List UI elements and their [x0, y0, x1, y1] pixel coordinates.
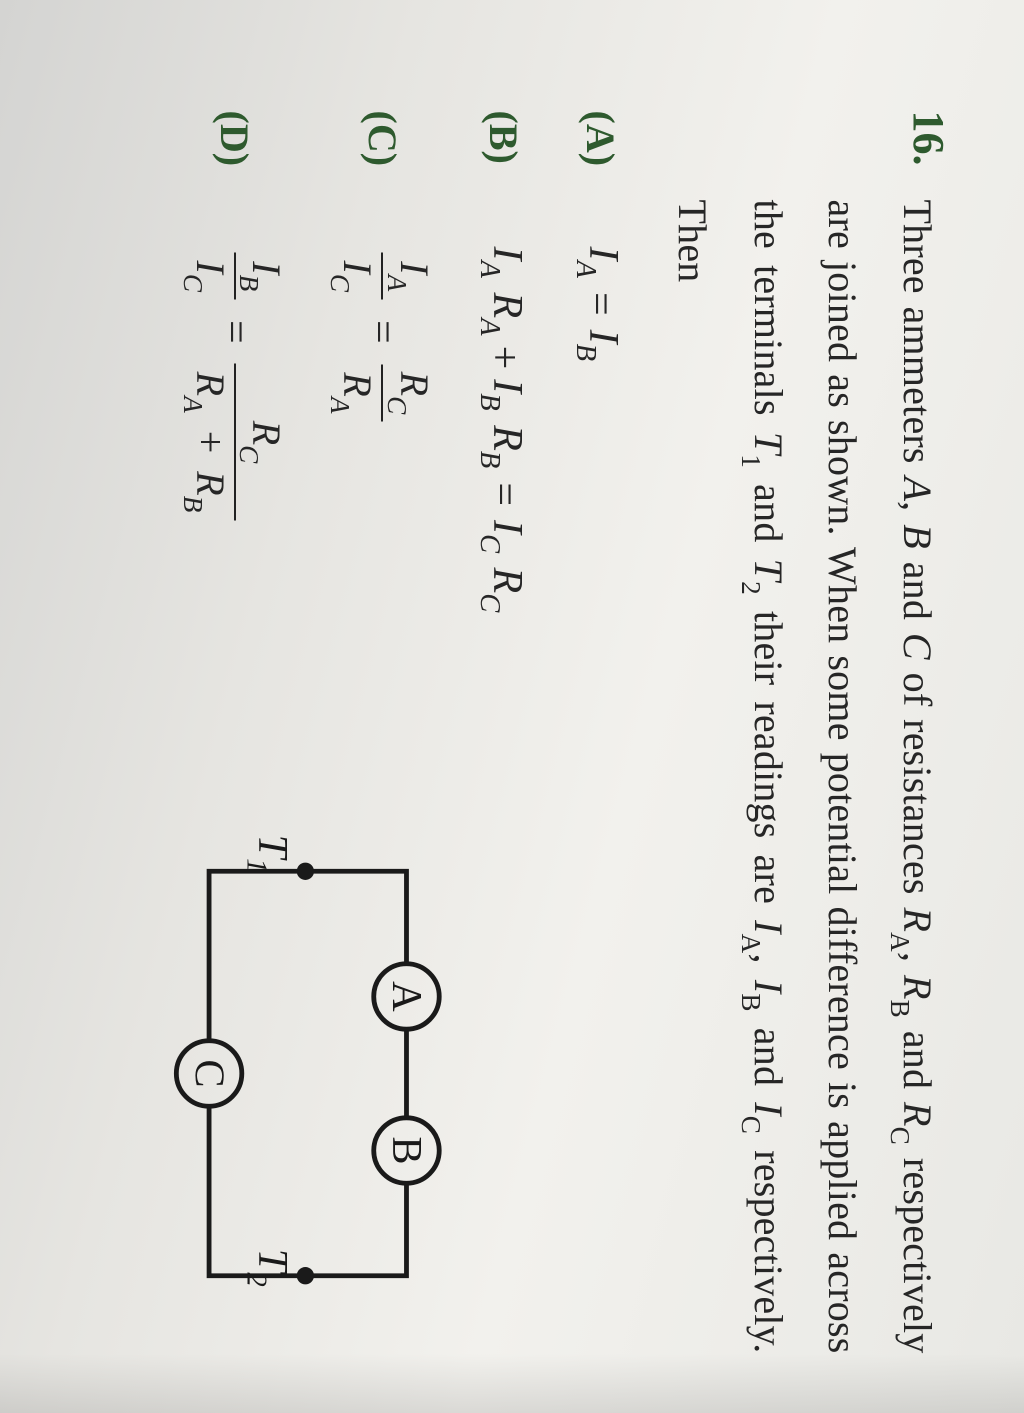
question-number: 16.	[901, 110, 954, 165]
d-rd2-u: B	[178, 495, 208, 512]
c-rn-u: C	[382, 396, 412, 414]
svg-text:A: A	[383, 981, 430, 1012]
plus-sign: +	[188, 430, 233, 453]
option-b-formula: IA RA + IB RB = IC RC	[477, 246, 531, 612]
b-t2u: A	[474, 318, 505, 335]
b-t3u: B	[474, 393, 505, 410]
d-rn-u: C	[234, 445, 264, 463]
b-t4s: R	[484, 425, 530, 451]
d-rd1-s: R	[188, 371, 233, 395]
d-ld-s: I	[188, 260, 233, 273]
b-t3s: I	[484, 379, 530, 393]
option-d-label: (D)	[211, 110, 258, 202]
d-lhs-frac: IB IC	[182, 252, 287, 299]
opt-a-lhs-sym: I	[580, 246, 626, 260]
option-c-label: (C)	[359, 110, 406, 202]
b-t1s: I	[484, 246, 530, 260]
option-a-formula: IA = IB	[573, 246, 627, 361]
question-row: 16. Three ammeters A, B and C of resista…	[655, 110, 954, 1353]
d-ld-u: C	[178, 273, 208, 291]
c-rhs-frac: RC RA	[329, 363, 434, 422]
d-rn-s: R	[244, 420, 289, 444]
option-a-row: (A) IA = IB	[573, 110, 627, 1353]
c-ln-s: I	[392, 261, 437, 274]
option-a-label: (A)	[577, 110, 624, 202]
svg-text:T2: T2	[241, 1248, 297, 1286]
b-t6s: R	[484, 567, 530, 593]
c-ln-u: A	[382, 274, 412, 291]
equals-sign: =	[480, 482, 528, 506]
page-edge-shadow	[0, 1353, 1024, 1413]
d-rd1-u: A	[178, 396, 208, 413]
b-t5s: I	[484, 520, 530, 534]
opt-a-rhs-sub: B	[570, 343, 601, 360]
circuit-diagram: A B C T1 T2	[120, 813, 510, 1333]
d-ln-u: B	[234, 274, 264, 291]
svg-text:B: B	[383, 1136, 430, 1164]
c-ld-s: I	[335, 260, 380, 273]
svg-text:C: C	[186, 1059, 233, 1087]
d-ln-s: I	[244, 261, 289, 274]
c-rd-u: A	[325, 396, 355, 413]
page-rotated-container: 16. Three ammeters A, B and C of resista…	[0, 0, 1024, 1413]
question-text: Three ammeters A, B and C of resistances…	[655, 199, 954, 1353]
opt-a-lhs-sub: A	[570, 260, 601, 277]
b-t1u: A	[474, 260, 505, 277]
opt-a-rhs-sym: I	[580, 329, 626, 343]
option-c-formula: IA IC = RC RA	[329, 246, 434, 428]
b-t4u: B	[474, 450, 505, 467]
c-lhs-frac: IA IC	[329, 252, 434, 299]
c-rd-s: R	[335, 372, 380, 396]
equals-sign: =	[576, 291, 624, 315]
b-t6u: C	[474, 593, 505, 612]
equals-sign: =	[358, 319, 406, 343]
c-ld-u: C	[325, 273, 355, 291]
d-rhs-frac: RC RA + RB	[182, 363, 287, 520]
c-rn-s: R	[392, 371, 437, 395]
b-t5u: C	[474, 534, 505, 553]
option-b-label: (B)	[480, 110, 527, 202]
svg-text:T1: T1	[241, 834, 297, 872]
plus-sign: +	[480, 345, 528, 369]
circuit-svg: A B C T1 T2	[120, 813, 510, 1333]
d-rd2-s: R	[188, 471, 233, 495]
b-t2s: R	[484, 292, 530, 318]
equals-sign: =	[211, 319, 259, 343]
option-d-formula: IB IC = RC RA + RB	[182, 246, 287, 526]
